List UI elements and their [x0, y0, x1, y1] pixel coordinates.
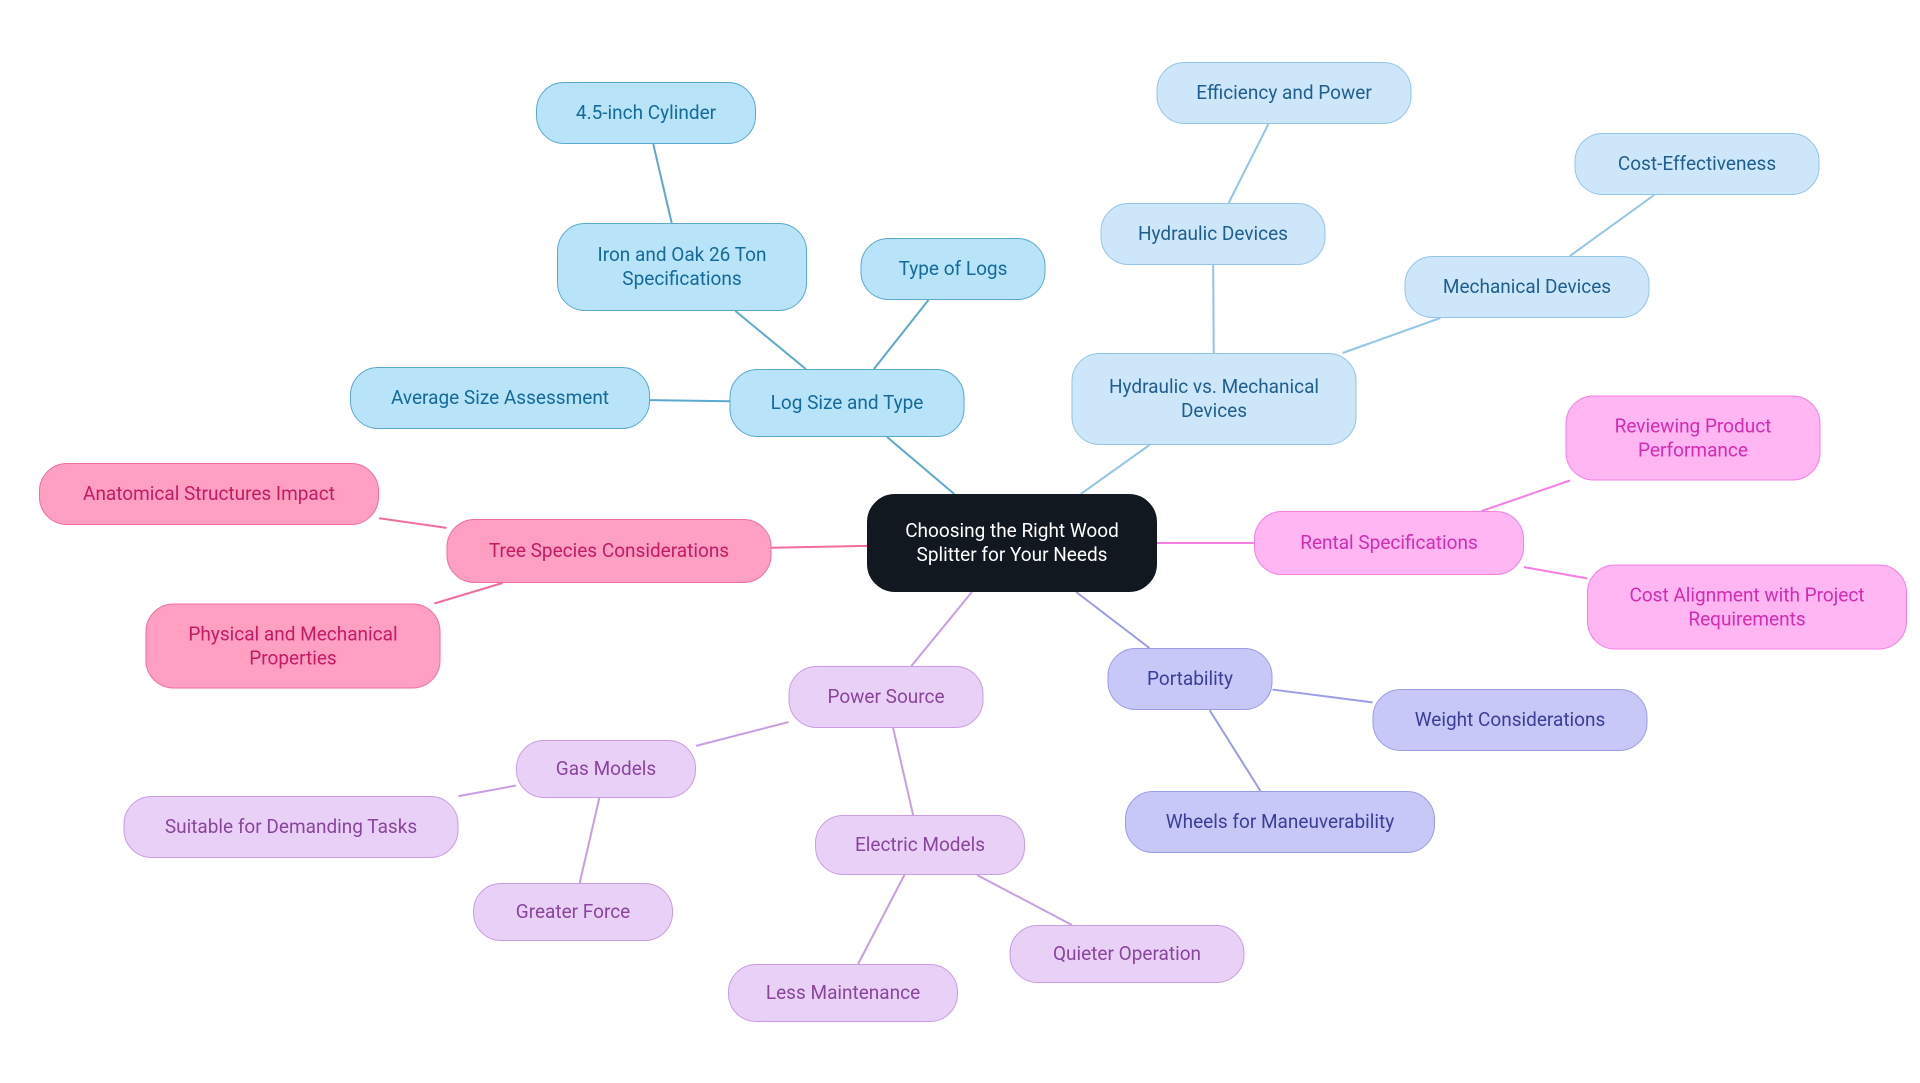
- edge-center-portability: [1076, 592, 1149, 648]
- node-center: Choosing the Right Wood Splitter for You…: [867, 494, 1157, 592]
- edge-center-logSize: [887, 437, 954, 494]
- edge-center-species: [772, 546, 868, 548]
- node-costEff: Cost-Effectiveness: [1575, 133, 1820, 195]
- mindmap-canvas: Choosing the Right Wood Splitter for You…: [0, 0, 1920, 1083]
- edge-hvm-hydraulic: [1213, 265, 1214, 353]
- node-weight: Weight Considerations: [1373, 689, 1648, 751]
- node-wheels: Wheels for Maneuverability: [1125, 791, 1435, 853]
- edge-rental-costAlign: [1524, 567, 1587, 578]
- node-review: Reviewing Product Performance: [1566, 396, 1821, 481]
- node-electric: Electric Models: [815, 815, 1025, 875]
- edge-power-gas: [696, 722, 789, 746]
- node-effPower: Efficiency and Power: [1157, 62, 1412, 124]
- node-lessMaint: Less Maintenance: [728, 964, 958, 1022]
- edge-ironOak-cyl: [653, 144, 671, 223]
- edge-electric-quiet: [977, 875, 1072, 925]
- edge-portability-weight: [1273, 690, 1373, 703]
- node-typeLogs: Type of Logs: [861, 238, 1046, 300]
- edge-hydraulic-effPower: [1229, 124, 1269, 203]
- node-force: Greater Force: [473, 883, 673, 941]
- edge-power-electric: [893, 728, 913, 815]
- node-cyl: 4.5-inch Cylinder: [536, 82, 756, 144]
- edge-rental-review: [1482, 481, 1570, 512]
- node-mechanical: Mechanical Devices: [1405, 256, 1650, 318]
- edge-species-phys: [434, 583, 502, 604]
- edge-center-hvm: [1081, 445, 1150, 494]
- edge-logSize-typeLogs: [874, 300, 929, 369]
- edge-logSize-ironOak: [735, 311, 805, 369]
- node-demanding: Suitable for Demanding Tasks: [124, 796, 459, 858]
- edge-gas-force: [580, 798, 600, 883]
- node-phys: Physical and Mechanical Properties: [146, 604, 441, 689]
- node-hvm: Hydraulic vs. Mechanical Devices: [1072, 353, 1357, 445]
- edge-hvm-mechanical: [1343, 318, 1441, 353]
- edge-species-anat: [379, 518, 447, 528]
- node-gas: Gas Models: [516, 740, 696, 798]
- node-rental: Rental Specifications: [1254, 511, 1524, 575]
- edge-center-power: [911, 592, 972, 666]
- edge-gas-demanding: [459, 786, 517, 797]
- edge-portability-wheels: [1210, 710, 1261, 791]
- edge-mechanical-costEff: [1570, 195, 1654, 256]
- node-logSize: Log Size and Type: [730, 369, 965, 437]
- node-ironOak: Iron and Oak 26 Ton Specifications: [557, 223, 807, 311]
- node-quiet: Quieter Operation: [1010, 925, 1245, 983]
- node-costAlign: Cost Alignment with Project Requirements: [1587, 565, 1907, 650]
- node-hydraulic: Hydraulic Devices: [1101, 203, 1326, 265]
- node-avgSize: Average Size Assessment: [350, 367, 650, 429]
- node-anat: Anatomical Structures Impact: [39, 463, 379, 525]
- node-power: Power Source: [789, 666, 984, 728]
- edge-logSize-avgSize: [650, 400, 730, 401]
- node-species: Tree Species Considerations: [447, 519, 772, 583]
- edge-electric-lessMaint: [858, 875, 904, 964]
- node-portability: Portability: [1108, 648, 1273, 710]
